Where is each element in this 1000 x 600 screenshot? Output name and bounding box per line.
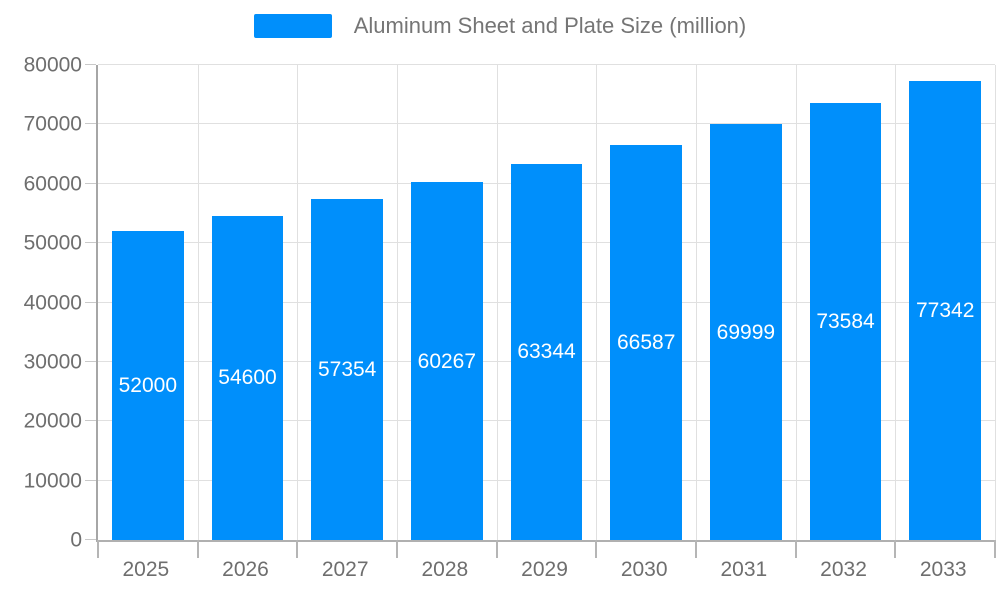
bar-slot: 77342 bbox=[895, 65, 995, 540]
bar: 57354 bbox=[311, 199, 384, 540]
bar: 52000 bbox=[111, 231, 184, 540]
v-gridline bbox=[695, 65, 697, 540]
x-axis-tick-label: 2029 bbox=[521, 558, 568, 581]
x-axis-tick-label: 2028 bbox=[421, 558, 469, 581]
bar-slot: 54600 bbox=[198, 65, 298, 540]
x-tick bbox=[495, 540, 498, 558]
bar-slot: 66587 bbox=[596, 65, 696, 540]
v-gridline bbox=[895, 65, 897, 540]
bar: 73584 bbox=[809, 103, 882, 540]
bar-slot: 73584 bbox=[796, 65, 896, 540]
bar-slot: 60267 bbox=[397, 65, 497, 540]
legend-marker-icon bbox=[253, 14, 332, 39]
bar-value-label: 60267 bbox=[417, 349, 477, 373]
y-axis-labels: 0 10000 20000 30000 40000 50000 60000 70000 8000… bbox=[0, 55, 82, 551]
v-gridline bbox=[596, 65, 598, 540]
y-axis-tick-label: 0 bbox=[70, 528, 82, 552]
x-tick bbox=[694, 540, 697, 558]
y-tick bbox=[85, 123, 96, 125]
y-axis-tick-label: 50000 bbox=[23, 231, 82, 255]
bar: 54600 bbox=[211, 215, 284, 540]
x-axis-tick-label: 2026 bbox=[222, 558, 269, 581]
h-gridline bbox=[98, 123, 995, 125]
x-axis-tick-label: 2025 bbox=[122, 558, 170, 581]
y-tick bbox=[85, 64, 96, 65]
y-tick bbox=[85, 182, 96, 184]
bar-value-label: 54600 bbox=[218, 366, 277, 390]
v-gridline bbox=[297, 65, 299, 540]
bar-slot: 69999 bbox=[696, 65, 796, 540]
bar-value-label: 66587 bbox=[616, 330, 676, 354]
y-tick bbox=[85, 360, 96, 362]
x-axis-tick-label: 2032 bbox=[820, 558, 867, 581]
v-gridline bbox=[795, 65, 797, 540]
x-tick bbox=[196, 540, 199, 558]
y-axis-tick-label: 80000 bbox=[23, 53, 82, 77]
y-tick bbox=[85, 420, 96, 422]
x-tick bbox=[296, 540, 299, 558]
y-tick bbox=[85, 242, 96, 244]
v-gridline bbox=[995, 65, 996, 540]
x-tick bbox=[97, 540, 99, 558]
y-axis-tick-label: 40000 bbox=[23, 291, 82, 314]
bar-slot: 57354 bbox=[297, 65, 397, 540]
bar-value-label: 57354 bbox=[317, 358, 377, 382]
bar-value-label: 77342 bbox=[916, 298, 975, 322]
x-axis-tick-label: 2030 bbox=[620, 558, 668, 581]
y-tick bbox=[85, 539, 96, 540]
bar-slot: 52000 bbox=[98, 65, 198, 540]
bar: 66587 bbox=[610, 144, 683, 540]
y-axis-tick-label: 70000 bbox=[23, 112, 82, 136]
x-axis-labels: 2025 2026 2027 2028 2029 2030 2031 2032 2033 bbox=[96, 557, 993, 582]
y-tick bbox=[85, 479, 96, 481]
plot-area: 52000 54600 57354 60267 63344 66587 69999 73584… bbox=[85, 64, 996, 558]
y-axis-tick-label: 10000 bbox=[23, 469, 82, 493]
y-axis-tick-label: 60000 bbox=[23, 172, 82, 196]
h-gridline bbox=[98, 64, 995, 65]
x-tick bbox=[395, 540, 398, 558]
bar: 69999 bbox=[709, 124, 782, 540]
y-tick bbox=[85, 301, 96, 303]
x-tick bbox=[994, 540, 996, 558]
x-axis-tick-label: 2033 bbox=[919, 558, 967, 581]
bar-value-label: 63344 bbox=[517, 340, 576, 364]
bar: 63344 bbox=[510, 163, 583, 540]
bar-slot: 63344 bbox=[497, 65, 597, 540]
bar: 77342 bbox=[909, 80, 982, 540]
bar-value-label: 52000 bbox=[118, 374, 178, 398]
x-axis-tick-label: 2027 bbox=[321, 558, 369, 581]
legend[interactable]: Aluminum Sheet and Plate Size (million) bbox=[0, 13, 1000, 39]
v-gridline bbox=[496, 65, 498, 540]
bar: 60267 bbox=[410, 182, 483, 540]
y-axis-tick-label: 20000 bbox=[23, 409, 82, 433]
x-axis-tick-label: 2031 bbox=[720, 558, 768, 581]
x-tick bbox=[794, 540, 797, 558]
x-tick bbox=[595, 540, 598, 558]
y-axis-tick-label: 30000 bbox=[23, 350, 82, 374]
bar-value-label: 69999 bbox=[716, 320, 776, 344]
v-gridline bbox=[197, 65, 199, 540]
v-gridline bbox=[396, 65, 398, 540]
bars-layer: 52000 54600 57354 60267 63344 66587 69999 73584… bbox=[98, 65, 995, 540]
legend-label: Aluminum Sheet and Plate Size (million) bbox=[353, 13, 747, 38]
bar-value-label: 73584 bbox=[816, 310, 875, 334]
x-tick bbox=[894, 540, 897, 558]
